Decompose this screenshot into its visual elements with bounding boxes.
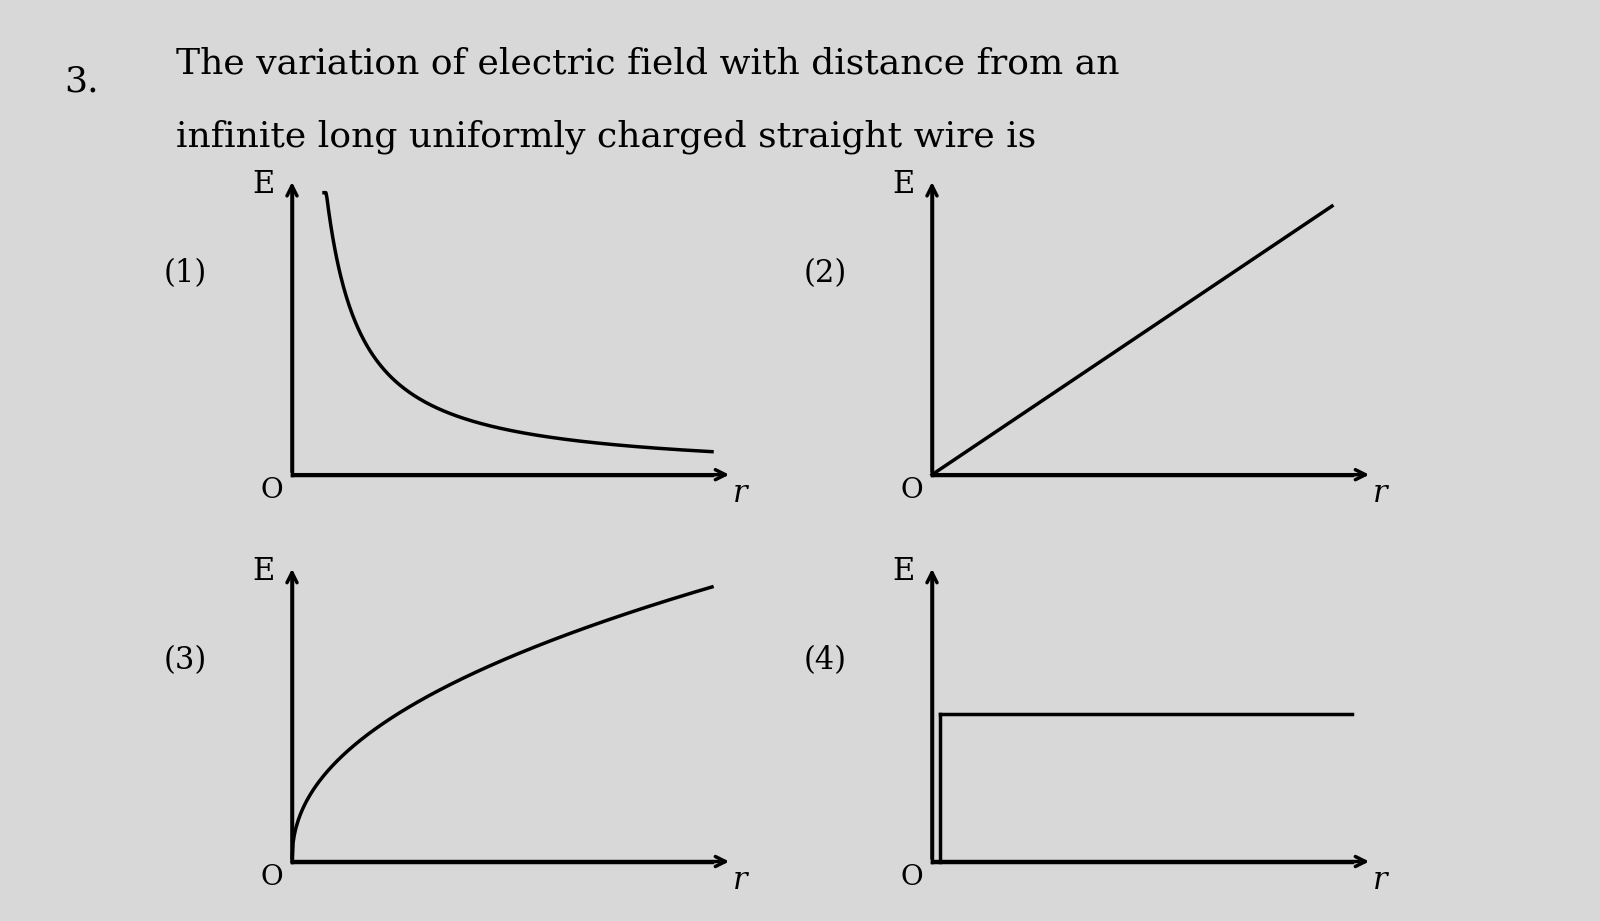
Text: r: r xyxy=(733,478,747,509)
Text: r: r xyxy=(1373,478,1387,509)
Text: O: O xyxy=(901,477,923,505)
Text: O: O xyxy=(901,864,923,892)
Text: E: E xyxy=(253,169,275,200)
Text: O: O xyxy=(261,864,283,892)
Text: infinite long uniformly charged straight wire is: infinite long uniformly charged straight… xyxy=(176,120,1037,154)
Text: E: E xyxy=(893,169,915,200)
Text: O: O xyxy=(261,477,283,505)
Text: E: E xyxy=(893,556,915,587)
Text: (2): (2) xyxy=(803,258,848,288)
Text: 3.: 3. xyxy=(64,64,99,99)
Text: (4): (4) xyxy=(803,645,846,675)
Text: (1): (1) xyxy=(165,258,208,288)
Text: (3): (3) xyxy=(165,645,208,675)
Text: r: r xyxy=(1373,865,1387,896)
Text: E: E xyxy=(253,556,275,587)
Text: The variation of electric field with distance from an: The variation of electric field with dis… xyxy=(176,46,1120,80)
Text: r: r xyxy=(733,865,747,896)
